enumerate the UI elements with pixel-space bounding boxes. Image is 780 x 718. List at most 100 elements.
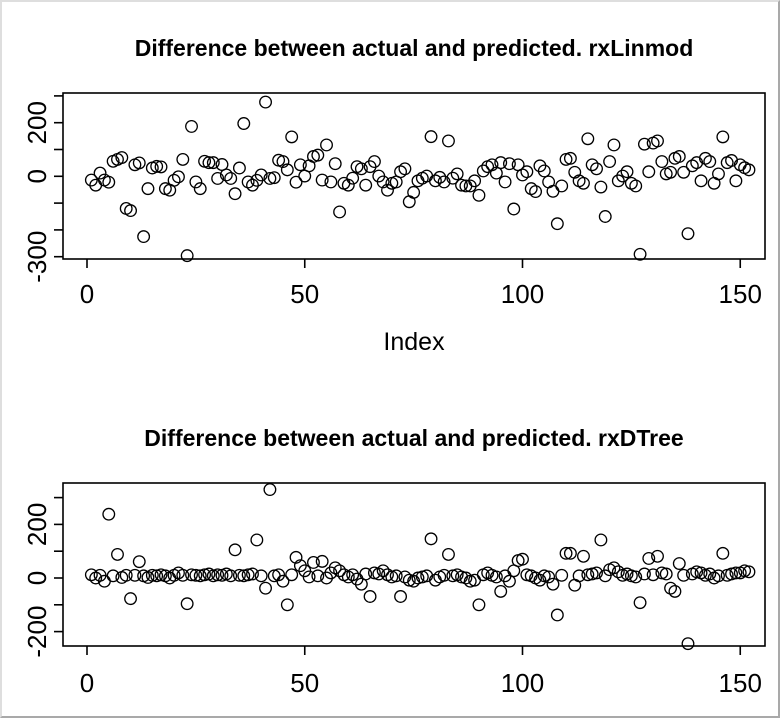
data-point bbox=[655, 155, 669, 169]
data-point bbox=[145, 568, 159, 582]
data-point bbox=[533, 159, 547, 173]
axes: 200 0 -200 0 50 100 150 bbox=[22, 482, 766, 698]
data-point bbox=[407, 185, 421, 199]
data-point bbox=[472, 598, 486, 612]
data-point bbox=[250, 533, 264, 547]
data-point bbox=[442, 134, 455, 148]
data-point bbox=[537, 164, 551, 178]
data-point bbox=[550, 217, 564, 231]
data-point bbox=[254, 569, 268, 583]
data-point bbox=[185, 120, 198, 133]
data-point bbox=[664, 581, 678, 595]
data-point bbox=[172, 566, 185, 580]
data-point bbox=[668, 584, 682, 598]
data-point bbox=[542, 570, 556, 584]
data-point bbox=[642, 165, 656, 179]
data-point bbox=[219, 168, 233, 182]
data-point bbox=[320, 138, 333, 152]
data-point bbox=[211, 171, 225, 185]
data-point bbox=[315, 554, 329, 568]
data-point bbox=[311, 148, 325, 162]
data-point bbox=[672, 557, 686, 570]
data-point bbox=[468, 174, 482, 188]
data-point bbox=[111, 547, 124, 561]
data-point bbox=[119, 568, 133, 582]
data-point bbox=[646, 568, 660, 582]
data-point bbox=[607, 561, 621, 575]
data-point bbox=[694, 174, 708, 188]
data-point bbox=[232, 568, 246, 582]
data-point bbox=[115, 151, 129, 164]
data-point bbox=[729, 566, 743, 580]
data-point bbox=[293, 158, 307, 172]
data-point bbox=[611, 565, 625, 579]
data-point bbox=[398, 162, 412, 176]
data-point bbox=[603, 155, 617, 169]
data-point bbox=[485, 158, 499, 172]
data-point bbox=[307, 556, 320, 569]
data-point bbox=[520, 165, 534, 179]
data-points bbox=[84, 95, 756, 263]
data-point bbox=[546, 577, 560, 591]
data-point bbox=[211, 568, 225, 582]
data-point bbox=[742, 163, 756, 177]
data-point bbox=[616, 169, 630, 183]
data-point bbox=[424, 130, 438, 144]
data-point bbox=[533, 573, 547, 587]
data-point bbox=[420, 169, 434, 183]
data-point bbox=[263, 483, 277, 497]
y-tick-label: -200 bbox=[22, 606, 52, 658]
chart2-title: Difference between actual and predicted.… bbox=[144, 425, 683, 451]
data-point bbox=[651, 549, 664, 563]
data-point bbox=[154, 160, 168, 174]
data-point bbox=[89, 178, 103, 192]
data-point bbox=[433, 170, 447, 184]
x-tick-label: 50 bbox=[290, 668, 319, 698]
data-point bbox=[672, 150, 686, 163]
data-point bbox=[585, 158, 599, 172]
data-point bbox=[141, 182, 155, 196]
data-point bbox=[363, 590, 377, 603]
data-point bbox=[498, 175, 512, 189]
data-point bbox=[272, 568, 286, 582]
data-point bbox=[489, 570, 503, 584]
y-tick-label: 0 bbox=[22, 571, 52, 585]
x-tick-label: 150 bbox=[719, 668, 762, 698]
data-point bbox=[241, 175, 255, 189]
data-point bbox=[285, 568, 299, 582]
data-point bbox=[106, 569, 120, 583]
data-point bbox=[712, 167, 725, 181]
data-point bbox=[267, 171, 281, 185]
data-point bbox=[577, 176, 590, 190]
data-point bbox=[102, 507, 116, 521]
data-point bbox=[189, 175, 203, 189]
data-point bbox=[180, 249, 194, 263]
y-tick-label: 0 bbox=[22, 169, 52, 183]
data-point bbox=[289, 175, 303, 189]
data-point bbox=[259, 95, 273, 109]
data-point bbox=[546, 184, 560, 198]
data-point bbox=[476, 164, 490, 178]
data-point bbox=[598, 210, 612, 223]
data-point bbox=[637, 567, 651, 581]
data-point bbox=[581, 132, 595, 146]
data-point bbox=[742, 565, 756, 579]
data-point bbox=[633, 247, 647, 261]
data-point bbox=[128, 568, 142, 582]
x-tick-label: 0 bbox=[80, 279, 94, 309]
data-point bbox=[677, 568, 691, 582]
data-point bbox=[563, 546, 577, 560]
data-point bbox=[642, 551, 656, 565]
data-point bbox=[494, 584, 508, 598]
data-point bbox=[633, 596, 647, 610]
data-point bbox=[703, 155, 717, 169]
data-point bbox=[577, 549, 590, 563]
data-point bbox=[712, 569, 725, 583]
data-point bbox=[359, 178, 373, 192]
data-point bbox=[237, 117, 251, 130]
data-point bbox=[411, 174, 425, 188]
data-point bbox=[529, 185, 543, 199]
data-point bbox=[455, 178, 468, 192]
